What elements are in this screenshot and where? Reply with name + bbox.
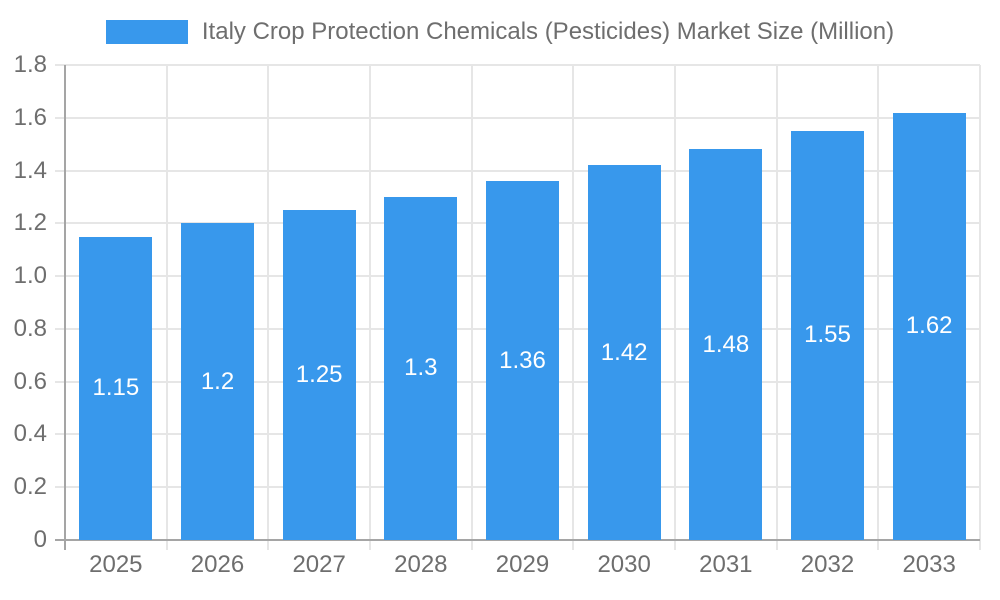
x-tick <box>674 540 676 550</box>
bar-2026[interactable]: 1.2 <box>181 223 254 540</box>
x-axis-label: 2032 <box>800 551 855 578</box>
x-tick <box>165 540 168 550</box>
x-gridline <box>369 65 371 540</box>
bar-2031[interactable]: 1.48 <box>689 149 763 540</box>
bar-value-label: 1.15 <box>92 374 140 402</box>
x-tick <box>267 540 270 550</box>
x-tick <box>877 540 880 550</box>
x-axis-line <box>55 539 980 541</box>
y-axis-label: 0.6 <box>13 367 47 395</box>
y-axis-label: 0.4 <box>13 420 47 448</box>
y-axis-label: 1.8 <box>13 51 47 78</box>
x-axis-label: 2029 <box>495 551 550 578</box>
bar-value-label: 1.62 <box>905 312 953 340</box>
x-gridline <box>877 65 880 540</box>
y-tick <box>55 169 65 172</box>
y-gridline <box>65 169 980 172</box>
x-tick <box>572 540 575 550</box>
x-axis-label: 2027 <box>292 551 346 578</box>
y-axis-label: 1.0 <box>13 262 47 290</box>
bar-2025[interactable]: 1.15 <box>79 236 153 540</box>
y-axis-label: 0.2 <box>13 473 47 501</box>
y-tick <box>55 116 65 119</box>
bar-2029[interactable]: 1.36 <box>486 181 559 540</box>
y-axis-label: 1.2 <box>13 209 47 237</box>
y-gridline <box>65 116 980 119</box>
bar-value-label: 1.55 <box>804 321 851 349</box>
y-tick <box>55 222 65 225</box>
y-axis-label: 1.4 <box>13 156 47 184</box>
y-axis-label: 0.8 <box>13 314 47 342</box>
x-axis-label: 2030 <box>597 551 651 578</box>
bar-value-label: 1.36 <box>499 346 546 374</box>
x-axis-label: 2031 <box>699 551 753 578</box>
x-axis-label: 2026 <box>190 551 245 578</box>
x-gridline <box>775 65 778 540</box>
legend[interactable]: Italy Crop Protection Chemicals (Pestici… <box>0 15 1000 49</box>
y-tick <box>55 486 65 489</box>
x-axis-label: 2033 <box>902 551 956 578</box>
legend-label: Italy Crop Protection Chemicals (Pestici… <box>201 18 895 45</box>
y-tick <box>55 380 65 383</box>
y-axis-line <box>64 65 66 550</box>
bar-2030[interactable]: 1.42 <box>587 165 661 540</box>
y-tick <box>55 64 65 66</box>
x-gridline <box>165 65 168 540</box>
y-tick <box>55 433 65 436</box>
x-tick <box>775 540 778 550</box>
bar-value-label: 1.42 <box>600 338 648 366</box>
bar-value-label: 1.25 <box>295 361 343 389</box>
x-tick <box>369 540 371 550</box>
x-tick <box>979 540 981 550</box>
x-axis-label: 2028 <box>394 551 448 578</box>
x-gridline <box>267 65 270 540</box>
bar-value-label: 1.48 <box>702 330 750 358</box>
y-axis-label: 1.6 <box>13 103 47 131</box>
bar-2028[interactable]: 1.3 <box>384 196 458 540</box>
x-tick <box>470 540 473 550</box>
bar-2033[interactable]: 1.62 <box>892 112 966 540</box>
y-axis-label: 0 <box>33 526 47 553</box>
legend-swatch <box>105 20 188 44</box>
x-axis-label: 2025 <box>89 551 143 578</box>
y-tick <box>55 327 65 330</box>
y-tick <box>55 275 65 278</box>
bar-2027[interactable]: 1.25 <box>282 210 356 540</box>
plot-area: 1.15 1.2 1.25 1.3 1.36 1.42 1.48 1.55 1.62 <box>55 64 981 550</box>
x-gridline <box>572 65 575 540</box>
y-gridline <box>65 64 980 66</box>
x-gridline <box>979 65 981 540</box>
bar-value-label: 1.2 <box>200 367 235 395</box>
bar-value-label: 1.3 <box>404 354 438 382</box>
x-gridline <box>674 65 676 540</box>
bar-2032[interactable]: 1.55 <box>791 130 864 540</box>
x-gridline <box>470 65 473 540</box>
